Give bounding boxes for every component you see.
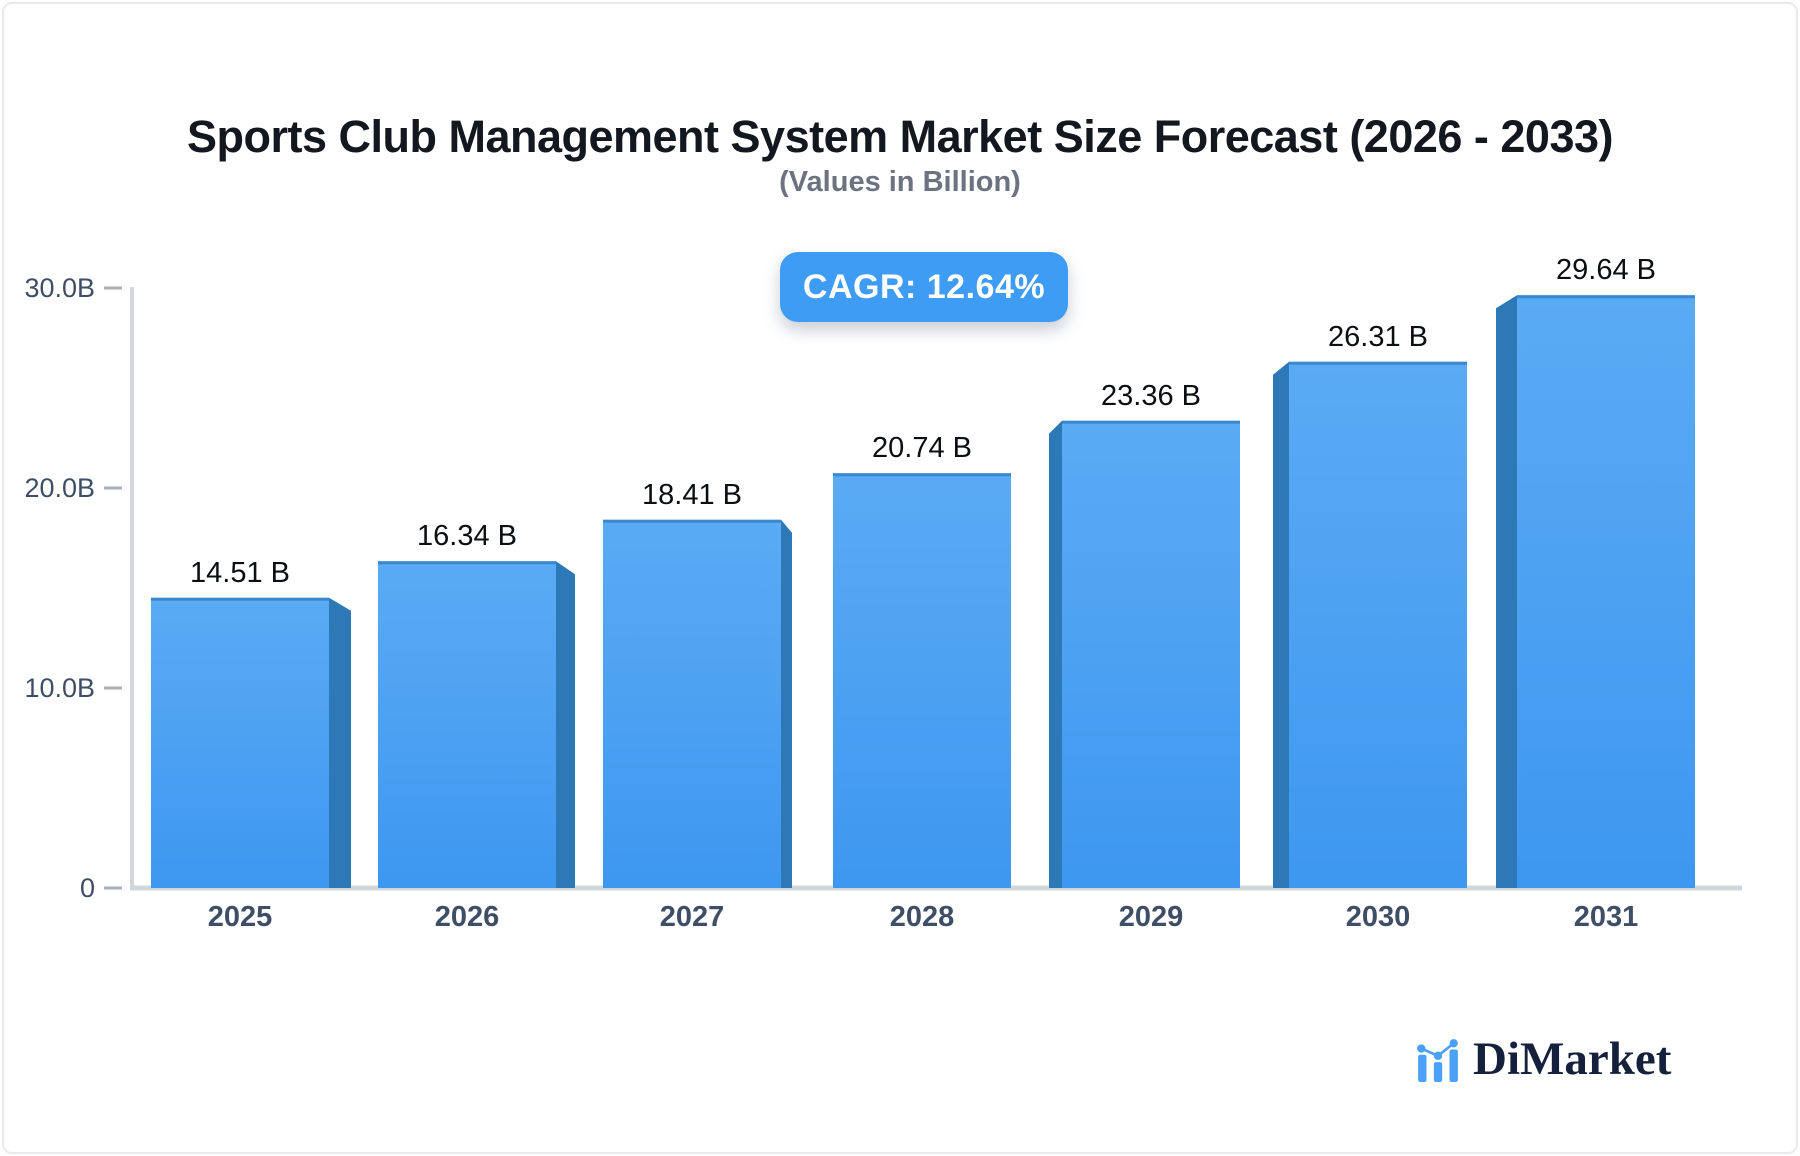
bar-2029: [1062, 420, 1240, 888]
bar-value-label: 18.41 B: [642, 479, 742, 511]
bar-value-label: 23.36 B: [1101, 380, 1201, 412]
bar-2027: [603, 519, 781, 888]
market-forecast-bar-chart: 30.0B 20.0B 10.0B 0 14.51 B 2025 16.34 B 2026 18…: [24, 254, 1742, 933]
mini-bar-chart-icon: [1417, 1038, 1458, 1082]
bar-2025: [151, 597, 329, 888]
y-tick-label: 10.0B: [24, 673, 95, 703]
bar-value-label: 20.74 B: [872, 432, 972, 464]
chart-title: Sports Club Management System Market Siz…: [186, 111, 1614, 162]
cagr-badge-label: CAGR: 12.64%: [802, 267, 1046, 306]
bar-side-face: [1273, 361, 1289, 888]
x-tick-label-2026: 2026: [435, 901, 500, 933]
y-tick-label: 20.0B: [24, 473, 95, 503]
bar-2031: [1517, 295, 1695, 888]
bar-side-face: [1049, 420, 1062, 888]
chart-subtitle: (Values in Billion): [779, 166, 1021, 198]
x-tick-label-2025: 2025: [208, 901, 273, 933]
bar-side-face: [556, 561, 575, 888]
cagr-badge: CAGR: 12.64%: [780, 252, 1068, 322]
bar-2030: [1289, 361, 1467, 888]
bar-value-label: 29.64 B: [1556, 254, 1656, 286]
bar-value-label: 16.34 B: [417, 520, 517, 552]
logo-text: DiMarket: [1473, 1033, 1672, 1085]
x-tick-label-2027: 2027: [660, 901, 725, 933]
x-tick-label-2029: 2029: [1119, 901, 1184, 933]
bar-2028: [833, 473, 1011, 888]
x-tick-label-2028: 2028: [890, 901, 955, 933]
x-tick-label-2031: 2031: [1574, 901, 1639, 933]
bar-side-face: [781, 519, 792, 888]
y-tick-label: 0: [80, 873, 95, 903]
x-tick-label-2030: 2030: [1346, 901, 1411, 933]
bar-side-face: [1496, 295, 1517, 888]
y-tick-label: 30.0B: [24, 273, 95, 303]
bar-side-face: [329, 597, 351, 888]
dimarket-logo: DiMarket: [1415, 1036, 1671, 1083]
bar-value-label: 26.31 B: [1328, 321, 1428, 353]
bar-2026: [378, 561, 556, 888]
bar-value-label: 14.51 B: [190, 557, 290, 589]
